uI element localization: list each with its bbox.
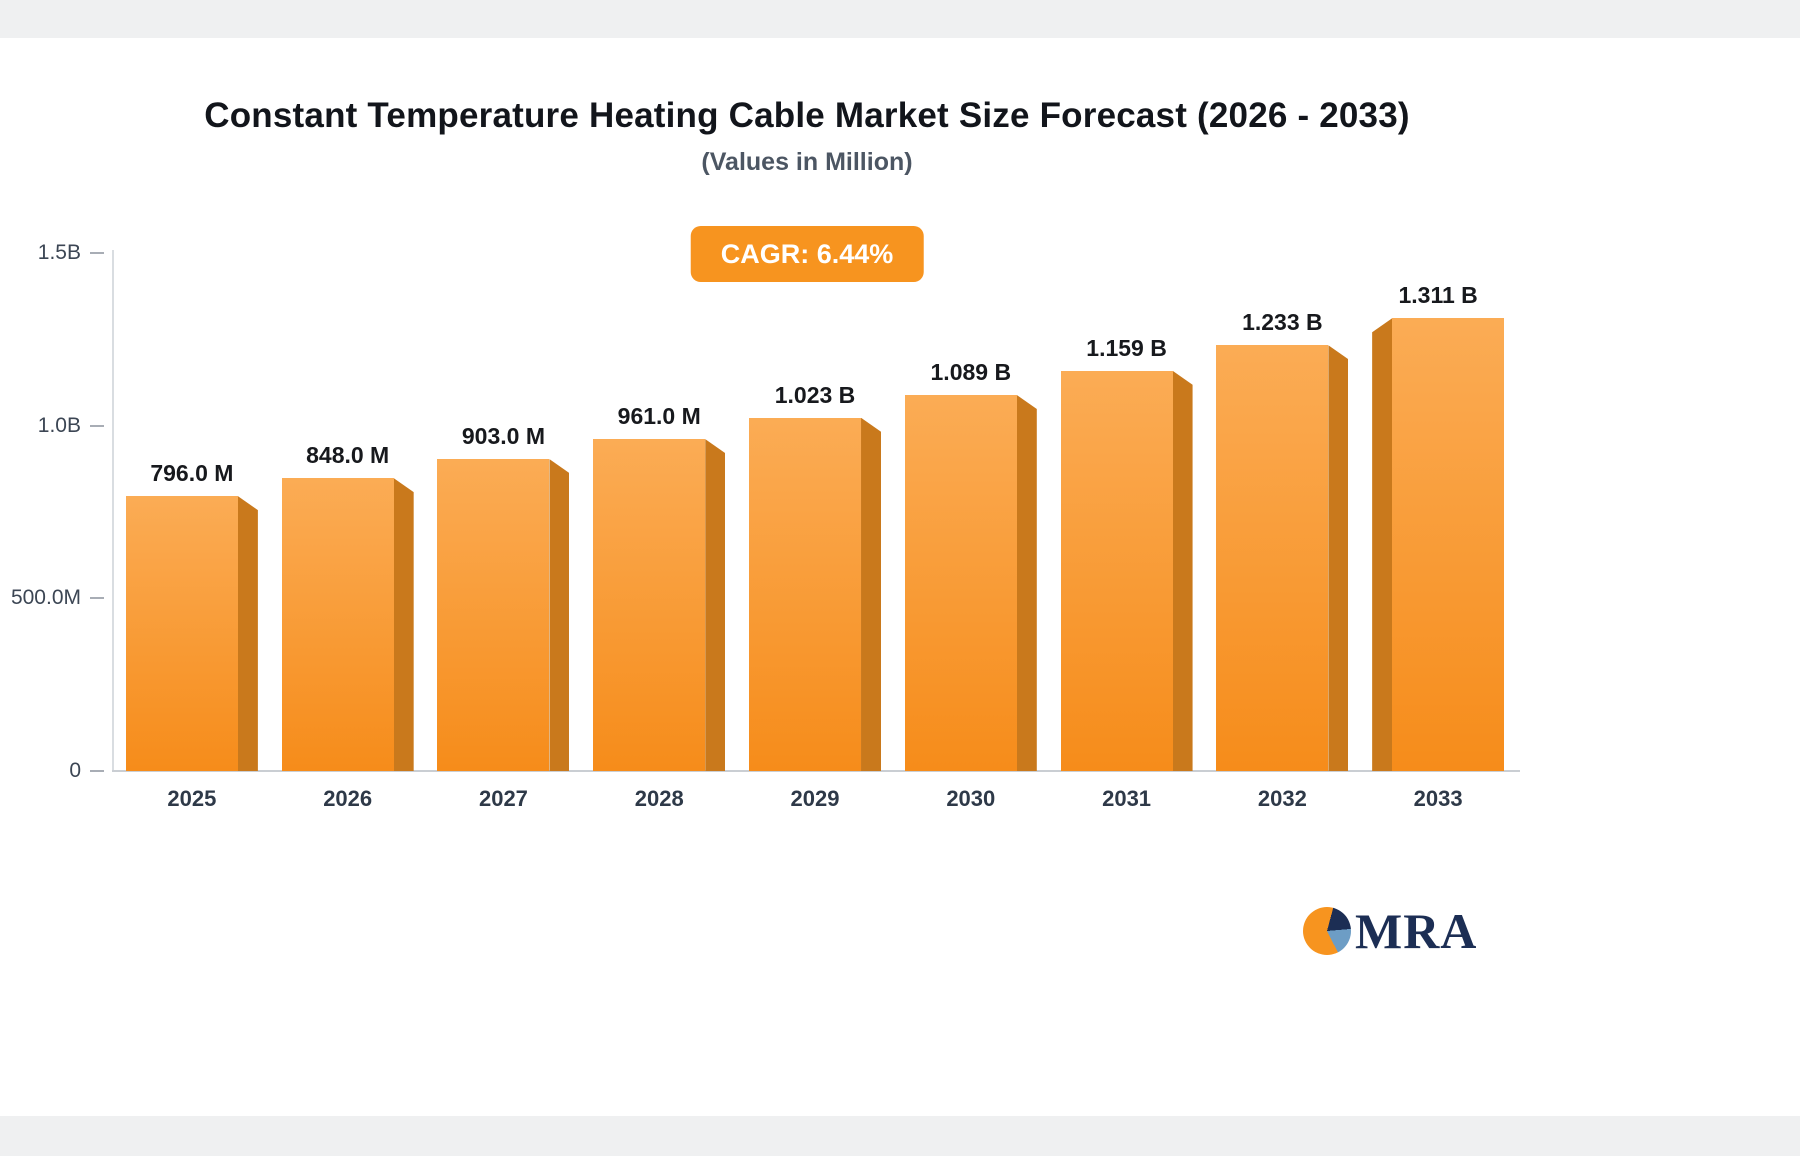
bar-side-shadow [705,439,726,771]
bar-face [281,478,394,771]
bar-face [904,394,1017,771]
bar-side-shadow [1372,318,1393,771]
bar-2025[interactable] [125,496,258,771]
bar-face [1060,370,1173,771]
bar-side-shadow [861,417,882,771]
bar-2026[interactable] [281,478,414,771]
y-axis-tick-mark [90,252,104,254]
bar-2029[interactable] [749,417,882,771]
x-axis-label-2031: 2031 [1102,786,1152,811]
bar-2028[interactable] [593,439,726,771]
y-axis: 1.5B 1.0B 500.0M 0 [0,241,104,782]
x-axis-line [112,770,1520,772]
x-axis-labels: 2025 2026 2027 2028 2029 2030 2031 2032 2033 [114,786,1516,812]
bar-side-shadow [393,478,414,771]
bar-group-2025: 796.0 M [114,253,270,771]
bar-side-shadow [1328,345,1349,771]
bar-face [1392,318,1505,771]
y-axis-tick-label: 1.0B [37,413,81,437]
bar-face [125,496,238,771]
bar-value-label: 903.0 M [461,423,545,450]
bar-value-label: 1.089 B [930,358,1012,385]
bars: 796.0 M 848.0 M 903.0 M 961.0 M 1.023 B 1.089… [114,253,1516,771]
bar-group-2033: 1.311 B [1360,253,1516,771]
brand-logo: MRA [1303,900,1477,962]
x-axis-label-2026: 2026 [323,786,373,811]
bar-value-label: 1.311 B [1398,282,1478,309]
brand-logo-text: MRA [1355,903,1478,959]
bar-side-shadow [1016,394,1037,771]
bar-value-label: 848.0 M [306,442,390,469]
y-axis-tick-label: 0 [69,759,81,782]
y-axis-tick-mark [90,597,104,600]
y-axis-tick: 0 [0,759,104,783]
x-axis-label-2029: 2029 [790,786,840,811]
chart-title: Constant Temperature Heating Cable Marke… [204,96,1410,135]
bar-face [749,417,862,771]
bar-group-2027: 903.0 M [426,253,582,771]
bar-side-shadow [549,459,570,771]
bar-value-label: 1.023 B [774,381,856,408]
bar-group-2031: 1.159 B [1049,253,1205,771]
bottom-edge-strip [0,1116,1800,1156]
bar-side-shadow [1172,370,1193,771]
bar-side-shadow [237,496,258,771]
y-axis-tick-mark [90,424,104,427]
bar-group-2028: 961.0 M [581,253,737,771]
pie-logo-icon [1303,907,1351,955]
bar-2031[interactable] [1060,370,1193,771]
bar-value-label: 961.0 M [617,403,701,430]
bar-group-2030: 1.089 B [893,253,1049,771]
y-axis-tick: 1.0B [0,414,104,438]
y-axis-tick: 1.5B [0,241,104,265]
bar-2033[interactable] [1372,318,1505,771]
y-axis-tick: 500.0M [0,586,104,610]
bar-value-label: 796.0 M [150,460,234,487]
bar-value-label: 1.233 B [1242,309,1323,336]
x-axis-label-2033: 2033 [1413,786,1463,811]
bar-face [437,459,550,771]
top-edge-strip [0,0,1800,38]
bar-face [1216,345,1329,771]
bar-2030[interactable] [904,394,1037,771]
y-axis-line [112,250,114,772]
bar-group-2026: 848.0 M [270,253,426,771]
y-axis-tick-mark [90,770,104,772]
bar-group-2029: 1.023 B [737,253,893,771]
x-axis-label-2030: 2030 [946,786,996,811]
y-axis-tick-label: 500.0M [10,586,81,610]
chart-subtitle: (Values in Million) [701,148,913,176]
y-axis-tick-label: 1.5B [37,241,81,264]
bar-2027[interactable] [437,459,570,771]
x-axis-label-2025: 2025 [167,786,217,811]
bar-face [593,439,706,771]
cagr-badge: CAGR: 6.44% [690,226,924,283]
x-axis-label-2028: 2028 [634,786,684,811]
bar-value-label: 1.159 B [1086,334,1167,361]
bar-2032[interactable] [1216,345,1349,771]
bar-group-2032: 1.233 B [1204,253,1360,771]
x-axis-label-2032: 2032 [1257,786,1307,811]
x-axis-label-2027: 2027 [478,786,528,811]
